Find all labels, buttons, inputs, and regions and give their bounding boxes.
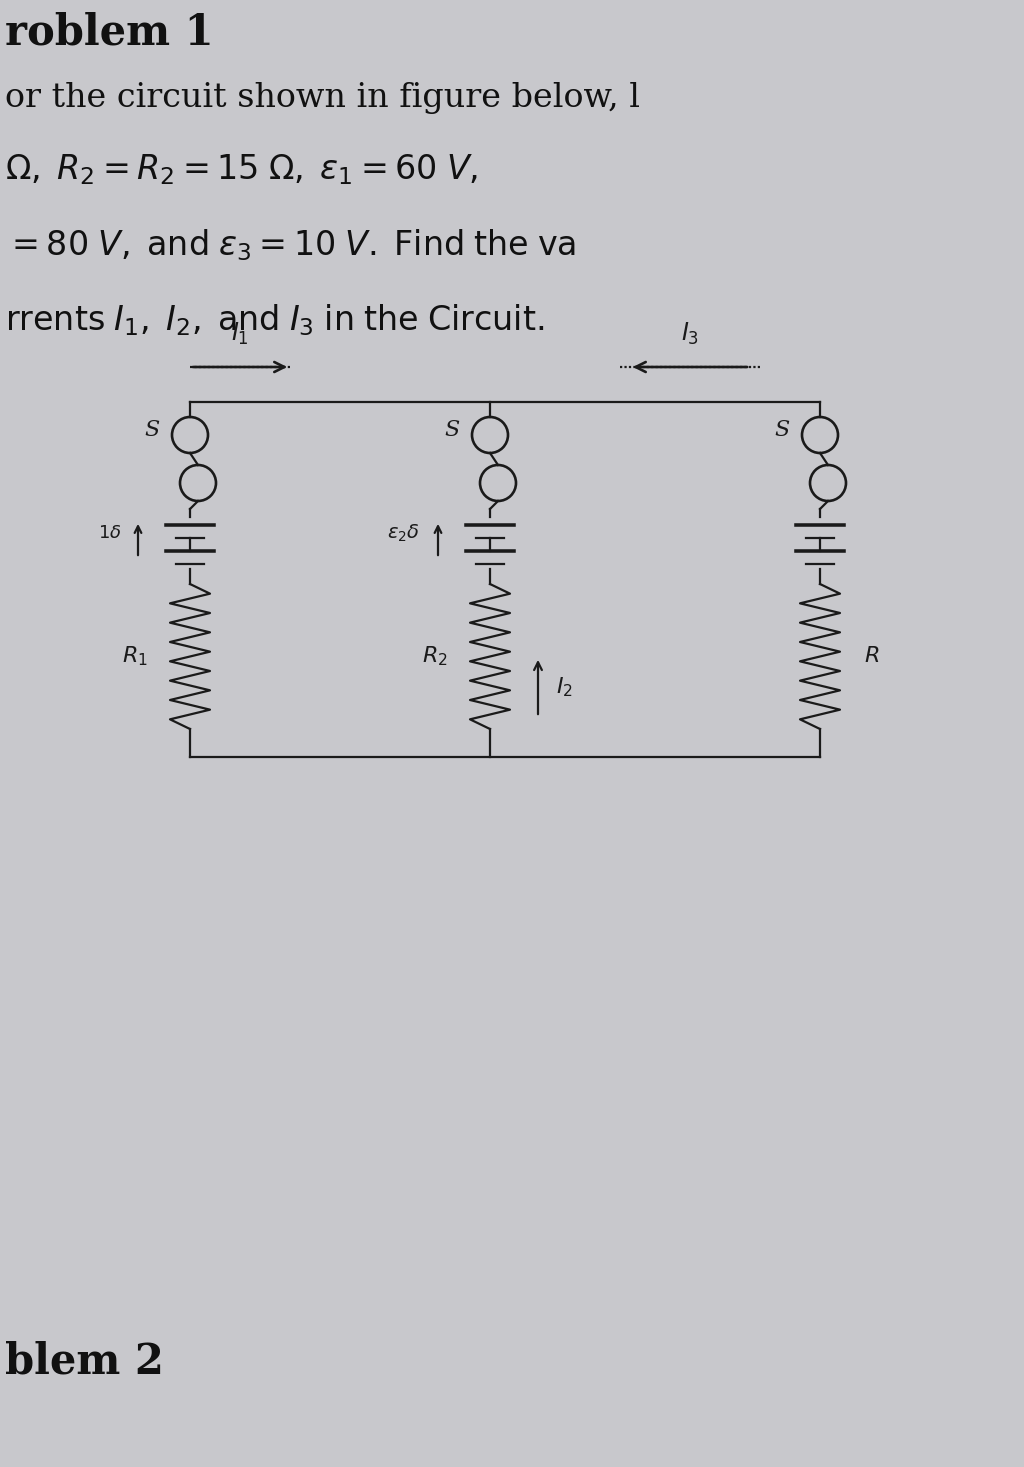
Text: $R_1$: $R_1$ [122,644,148,669]
Text: blem 2: blem 2 [5,1339,164,1382]
Text: $1\delta$: $1\delta$ [98,524,122,541]
Text: $R$: $R$ [864,645,880,667]
Text: $\Omega,\;R_2 = R_2 = 15\;\Omega,\;\varepsilon_1 = 60\;V,$: $\Omega,\;R_2 = R_2 = 15\;\Omega,\;\vare… [5,153,478,186]
Text: $\varepsilon_2\delta$: $\varepsilon_2\delta$ [387,522,420,544]
Text: or the circuit shown in figure below, l: or the circuit shown in figure below, l [5,82,640,114]
Text: $I_2$: $I_2$ [556,675,572,698]
Text: $= 80\;V,\;\mathrm{and}\;\varepsilon_3 = 10\;V.\;\mathrm{Find\;the\;va}$: $= 80\;V,\;\mathrm{and}\;\varepsilon_3 =… [5,227,577,263]
Text: S: S [444,420,460,442]
Text: $I_1$: $I_1$ [231,321,249,348]
Text: $I_3$: $I_3$ [681,321,699,348]
Text: $\mathrm{rrents}\;I_1,\;I_2,\;\mathrm{and}\;I_3\;\mathrm{in\;the\;Circuit.}$: $\mathrm{rrents}\;I_1,\;I_2,\;\mathrm{an… [5,302,545,337]
Text: $R_2$: $R_2$ [422,644,449,669]
Text: roblem 1: roblem 1 [5,12,214,54]
Text: S: S [774,420,790,442]
Text: S: S [144,420,160,442]
